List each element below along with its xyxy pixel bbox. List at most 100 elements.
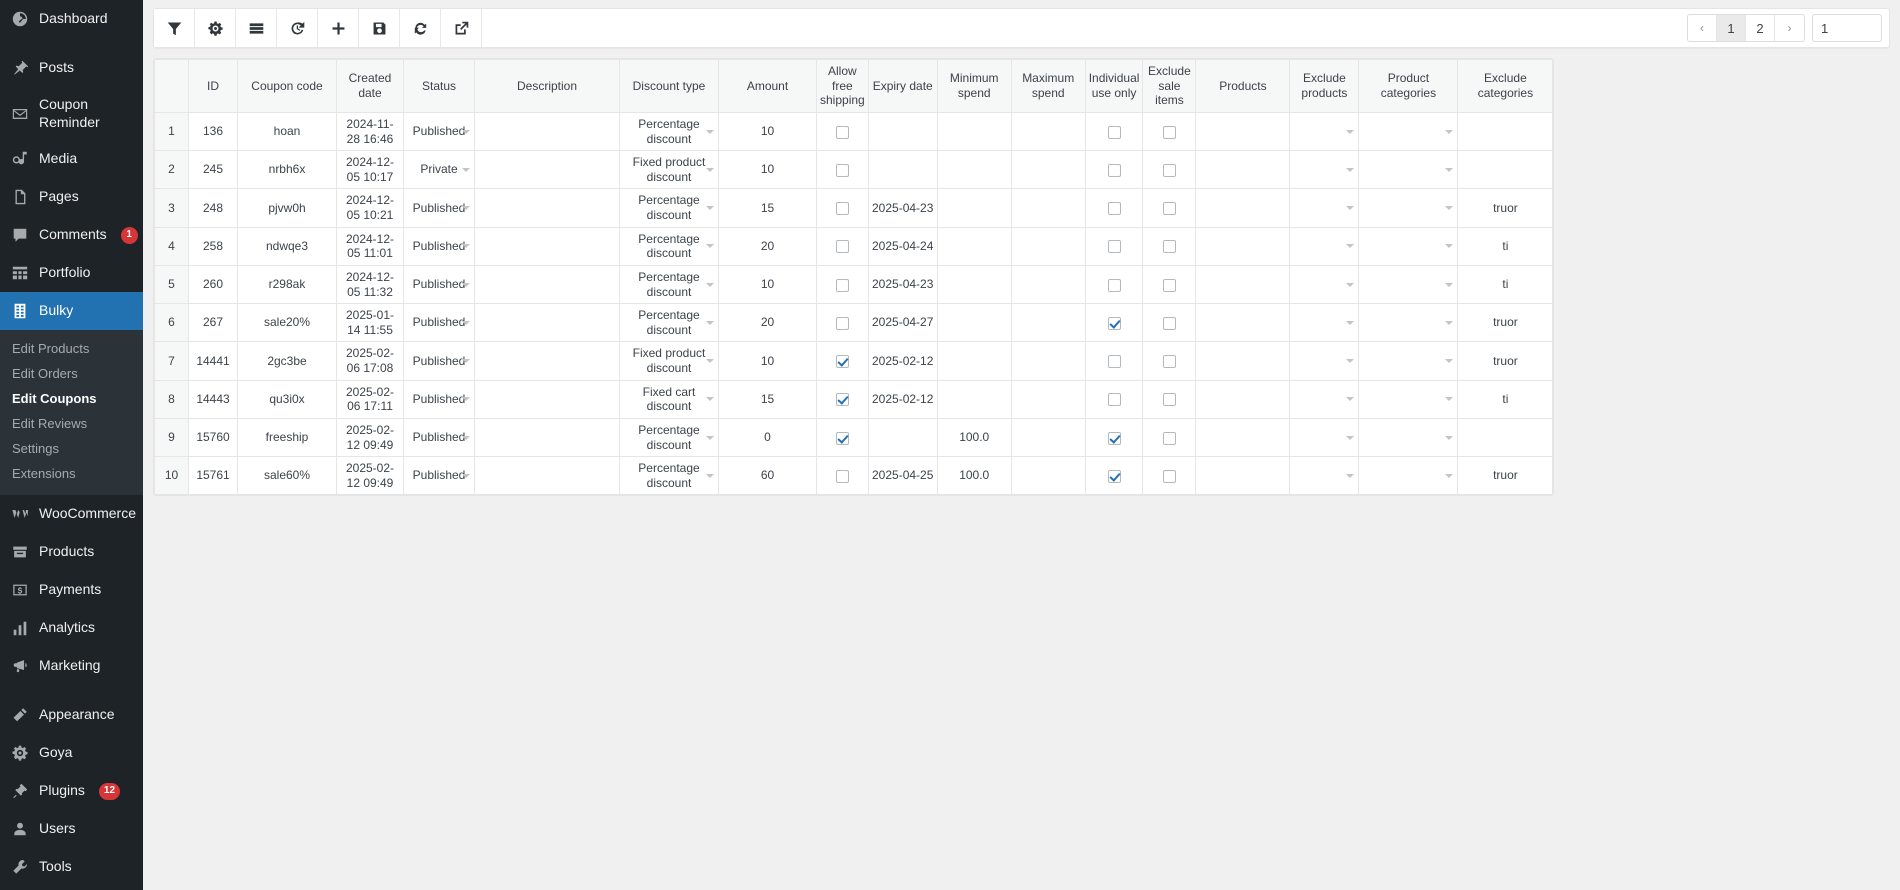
amount-cell[interactable]: 20 [718,303,817,343]
coupon-code-cell[interactable]: ndwqe3 [237,226,337,266]
sidebar-item-media[interactable]: Media [0,140,143,178]
status-select[interactable]: Private [403,150,475,190]
pagination-next-button[interactable]: › [1775,15,1804,41]
exclude-categories-cell[interactable] [1457,417,1554,458]
exclude-products-select[interactable] [1289,111,1360,152]
sidebar-item-tools[interactable]: Tools [0,848,143,886]
status-select[interactable]: Published [403,264,475,305]
product-categories-select[interactable] [1358,264,1459,305]
exclude-categories-cell[interactable] [1457,150,1554,190]
exclude-sale-items-checkbox[interactable] [1162,355,1176,369]
column-header[interactable]: ID [188,59,238,113]
column-header[interactable] [154,59,189,113]
exclude-products-select[interactable] [1289,379,1360,419]
exclude-sale-items-checkbox[interactable] [1162,393,1176,407]
toolbar-gear-button[interactable] [195,9,236,47]
allow-free-shipping-checkbox[interactable] [835,469,849,483]
pagination-prev-button[interactable]: ‹ [1688,15,1717,41]
discount-type-select[interactable]: Percentage discount [619,264,719,305]
exclude-products-select[interactable] [1289,264,1360,305]
expiry-date-cell[interactable]: 2025-04-27 [867,303,938,343]
created-date-cell[interactable]: 2024-12-05 10:21 [336,188,404,228]
discount-type-select[interactable]: Percentage discount [619,188,719,228]
exclude-categories-cell[interactable]: truor [1457,456,1554,496]
coupons-table-container[interactable]: ID Coupon code Created date Status Descripti… [153,58,1555,497]
maximum-spend-cell[interactable] [1010,226,1086,266]
amount-cell[interactable]: 20 [718,226,817,266]
submenu-item-edit-orders[interactable]: Edit Orders [12,366,78,381]
sidebar-item-wpbakery-page-builder[interactable]: WPBakery Page Builder [0,886,143,890]
toolbar-save-button[interactable] [359,9,400,47]
exclude-categories-cell[interactable]: truor [1457,341,1554,381]
maximum-spend-cell[interactable] [1010,264,1086,305]
sidebar-item-posts[interactable]: Posts [0,49,143,87]
discount-type-select[interactable]: Fixed cart discount [619,379,719,419]
created-date-cell[interactable]: 2024-12-05 11:01 [336,226,404,266]
expiry-date-cell[interactable]: 2025-04-23 [867,264,938,305]
sidebar-item-goya[interactable]: Goya [0,734,143,772]
exclude-products-select[interactable] [1289,188,1360,228]
column-header[interactable]: Individual use only [1084,59,1144,113]
status-select[interactable]: Published [403,341,475,381]
individual-use-only-checkbox[interactable] [1107,316,1121,330]
description-cell[interactable] [474,379,620,419]
table-row[interactable]: 7 14441 2gc3be 2025-02-06 17:08 Published Fix… [154,341,1554,381]
coupon-code-cell[interactable]: pjvw0h [237,188,337,228]
allow-free-shipping-checkbox[interactable] [835,316,849,330]
exclude-categories-cell[interactable] [1457,111,1554,152]
product-categories-select[interactable] [1358,303,1459,343]
table-row[interactable]: 6 267 sale20% 2025-01-14 11:55 Published Perc… [154,303,1554,343]
product-categories-select[interactable] [1358,150,1459,190]
created-date-cell[interactable]: 2025-02-12 09:49 [336,417,404,458]
exclude-sale-items-checkbox[interactable] [1162,125,1176,139]
created-date-cell[interactable]: 2025-01-14 11:55 [336,303,404,343]
column-header[interactable]: Expiry date [867,59,938,113]
products-cell[interactable] [1195,303,1291,343]
coupon-code-cell[interactable]: qu3i0x [237,379,337,419]
allow-free-shipping-checkbox[interactable] [835,163,849,177]
column-header[interactable]: Description [474,59,620,113]
sidebar-item-comments[interactable]: Comments 1 [0,216,143,254]
toolbar-columns-button[interactable] [236,9,277,47]
expiry-date-cell[interactable]: 2025-02-12 [867,341,938,381]
created-date-cell[interactable]: 2025-02-12 09:49 [336,456,404,496]
column-header[interactable]: Discount type [619,59,719,113]
sidebar-item-dashboard[interactable]: Dashboard [0,0,143,38]
toolbar-external-link-button[interactable] [441,9,482,47]
individual-use-only-checkbox[interactable] [1107,163,1121,177]
amount-cell[interactable]: 10 [718,341,817,381]
column-header[interactable]: Product categories [1358,59,1459,113]
coupon-code-cell[interactable]: nrbh6x [237,150,337,190]
status-select[interactable]: Published [403,226,475,266]
amount-cell[interactable]: 0 [718,417,817,458]
products-cell[interactable] [1195,226,1291,266]
coupon-code-cell[interactable]: sale60% [237,456,337,496]
expiry-date-cell[interactable]: 2025-02-12 [867,379,938,419]
maximum-spend-cell[interactable] [1010,111,1086,152]
expiry-date-cell[interactable]: 2025-04-25 [867,456,938,496]
exclude-sale-items-checkbox[interactable] [1162,469,1176,483]
amount-cell[interactable]: 10 [718,264,817,305]
sidebar-item-pages[interactable]: Pages [0,178,143,216]
column-header[interactable]: Exclude categories [1457,59,1554,113]
column-header[interactable]: Minimum spend [936,59,1012,113]
status-select[interactable]: Published [403,303,475,343]
products-cell[interactable] [1195,188,1291,228]
exclude-sale-items-checkbox[interactable] [1162,163,1176,177]
sidebar-item-payments[interactable]: Payments [0,571,143,609]
amount-cell[interactable]: 15 [718,379,817,419]
created-date-cell[interactable]: 2024-11-28 16:46 [336,111,404,152]
expiry-date-cell[interactable] [867,150,938,190]
submenu-item-edit-coupons[interactable]: Edit Coupons [12,391,97,406]
toolbar-plus-button[interactable] [318,9,359,47]
column-header[interactable]: Created date [336,59,404,113]
product-categories-select[interactable] [1358,188,1459,228]
individual-use-only-checkbox[interactable] [1107,278,1121,292]
minimum-spend-cell[interactable] [936,303,1012,343]
exclude-sale-items-checkbox[interactable] [1162,240,1176,254]
exclude-products-select[interactable] [1289,417,1360,458]
minimum-spend-cell[interactable] [936,379,1012,419]
maximum-spend-cell[interactable] [1010,303,1086,343]
coupon-code-cell[interactable]: sale20% [237,303,337,343]
column-header[interactable]: Coupon code [237,59,337,113]
